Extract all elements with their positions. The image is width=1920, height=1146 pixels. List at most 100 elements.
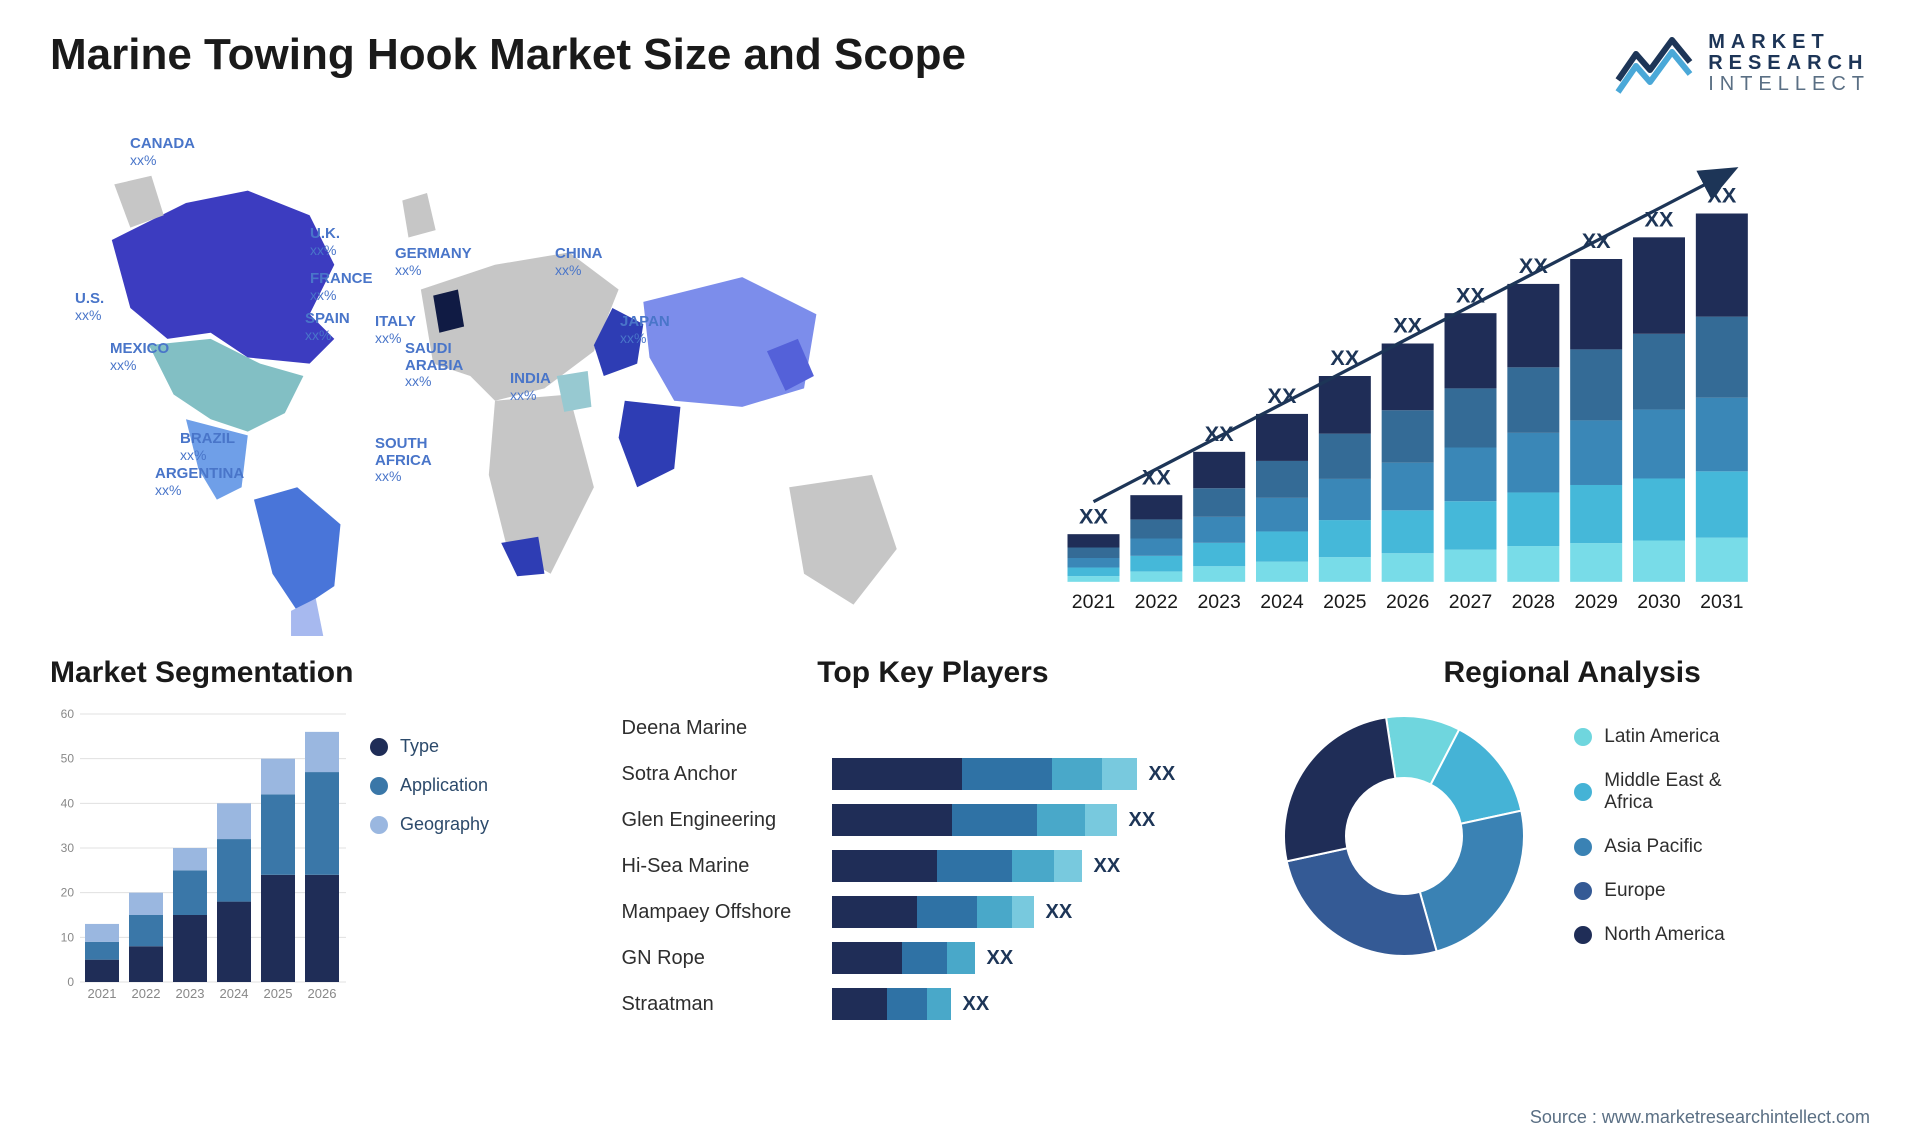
region-legend-item: Latin America [1574,726,1724,748]
player-bar: XX [832,850,1245,882]
logo-icon [1614,30,1694,96]
svg-text:2031: 2031 [1700,591,1743,613]
logo-text: MARKET RESEARCH INTELLECT [1708,32,1870,95]
svg-text:50: 50 [61,752,75,766]
svg-text:2021: 2021 [88,986,117,1001]
svg-text:20: 20 [61,886,75,900]
svg-text:2023: 2023 [1197,591,1240,613]
world-map-svg [50,116,940,636]
players-title: Top Key Players [622,656,1245,690]
region-legend-label: Latin America [1604,726,1719,748]
swatch [370,816,388,834]
svg-text:2025: 2025 [1323,591,1367,613]
player-bar-segment [887,988,927,1020]
logo-line2: RESEARCH [1708,53,1870,74]
swatch [1574,783,1592,801]
svg-text:60: 60 [61,707,75,721]
legend-item-application: Application [370,775,489,796]
player-value: XX [1094,855,1121,878]
source-label: Source : www.marketresearchintellect.com [1530,1107,1870,1128]
country-label-mexico: MEXICOxx% [110,341,169,374]
regional-wrap: Latin AmericaMiddle East &AfricaAsia Pac… [1274,706,1870,966]
player-bar-segment [1102,758,1137,790]
country-label-france: FRANCExx% [310,271,373,304]
country-label-u-k-: U.K.xx% [310,226,340,259]
player-row: Mampaey Offshore XX [622,890,1245,934]
top-row: CANADAxx%U.S.xx%MEXICOxx%BRAZILxx%ARGENT… [50,116,1870,636]
player-bar-segment [832,896,917,928]
svg-text:2021: 2021 [1072,591,1115,613]
svg-text:XX: XX [1707,183,1736,208]
segmentation-panel: Market Segmentation 0102030405060 202120… [50,656,592,1056]
player-value: XX [987,947,1014,970]
country-label-u-s-: U.S.xx% [75,291,104,324]
swatch [1574,838,1592,856]
page-title: Marine Towing Hook Market Size and Scope [50,30,966,80]
player-row: Glen Engineering XX [622,798,1245,842]
svg-text:2022: 2022 [132,986,161,1001]
swatch [1574,926,1592,944]
svg-text:2023: 2023 [176,986,205,1001]
segmentation-title: Market Segmentation [50,656,592,690]
region-legend-item: Middle East &Africa [1574,770,1724,814]
segmentation-wrap: 0102030405060 202120222023202420252026 T… [50,706,592,1006]
player-bar-segment [917,896,977,928]
player-bar [832,712,1245,744]
player-bar-segment [1012,896,1034,928]
player-name: Mampaey Offshore [622,901,832,924]
svg-text:2030: 2030 [1637,591,1681,613]
player-bar: XX [832,896,1245,928]
player-row: StraatmanXX [622,982,1245,1026]
player-value: XX [1129,809,1156,832]
player-bar: XX [832,988,1245,1020]
svg-text:30: 30 [61,841,75,855]
header: Marine Towing Hook Market Size and Scope… [50,30,1870,96]
svg-text:2022: 2022 [1135,591,1178,613]
player-value: XX [1046,901,1073,924]
player-bar-segment [832,758,962,790]
country-label-canada: CANADAxx% [130,136,195,169]
player-bar-segment [927,988,951,1020]
swatch [1574,882,1592,900]
region-legend-item: North America [1574,924,1724,946]
player-row: GN RopeXX [622,936,1245,980]
logo-line3: INTELLECT [1708,74,1870,95]
region-legend-label: Middle East &Africa [1604,770,1721,814]
player-bar-segment [832,988,887,1020]
player-name: Sotra Anchor [622,763,832,786]
swatch [370,738,388,756]
country-label-brazil: BRAZILxx% [180,431,235,464]
region-legend-label: North America [1604,924,1724,946]
region-legend-item: Europe [1574,880,1724,902]
legend-label: Type [400,736,439,757]
legend-item-geography: Geography [370,814,489,835]
segmentation-chart: 0102030405060 202120222023202420252026 [50,706,350,1006]
regional-title: Regional Analysis [1274,656,1870,690]
segmentation-legend: Type Application Geography [370,736,489,835]
svg-text:2029: 2029 [1574,591,1617,613]
svg-text:2026: 2026 [1386,591,1429,613]
logo-line1: MARKET [1708,32,1870,53]
swatch [1574,728,1592,746]
legend-item-type: Type [370,736,489,757]
player-bar-segment [1012,850,1054,882]
svg-text:2024: 2024 [1260,591,1304,613]
svg-text:XX: XX [1645,207,1674,232]
player-name: Glen Engineering [622,809,832,832]
player-bar: XX [832,758,1245,790]
swatch [370,777,388,795]
player-bar-segment [937,850,1012,882]
main-bar-chart: XX2021XX2022XX2023XX2024XX2025XX2026XX20… [980,116,1870,636]
player-row: Sotra AnchorXX [622,752,1245,796]
country-label-saudi-arabia: SAUDIARABIAxx% [405,341,463,391]
player-row: Deena Marine [622,706,1245,750]
player-bar-segment [832,804,952,836]
main-bar-chart-panel: XX2021XX2022XX2023XX2024XX2025XX2026XX20… [980,116,1870,636]
player-bar-segment [832,942,902,974]
regional-legend: Latin AmericaMiddle East &AfricaAsia Pac… [1574,726,1724,946]
country-label-germany: GERMANYxx% [395,246,472,279]
country-label-japan: JAPANxx% [620,314,670,347]
svg-text:XX: XX [1079,503,1108,528]
player-name: Hi-Sea Marine [622,855,832,878]
svg-text:2025: 2025 [264,986,293,1001]
